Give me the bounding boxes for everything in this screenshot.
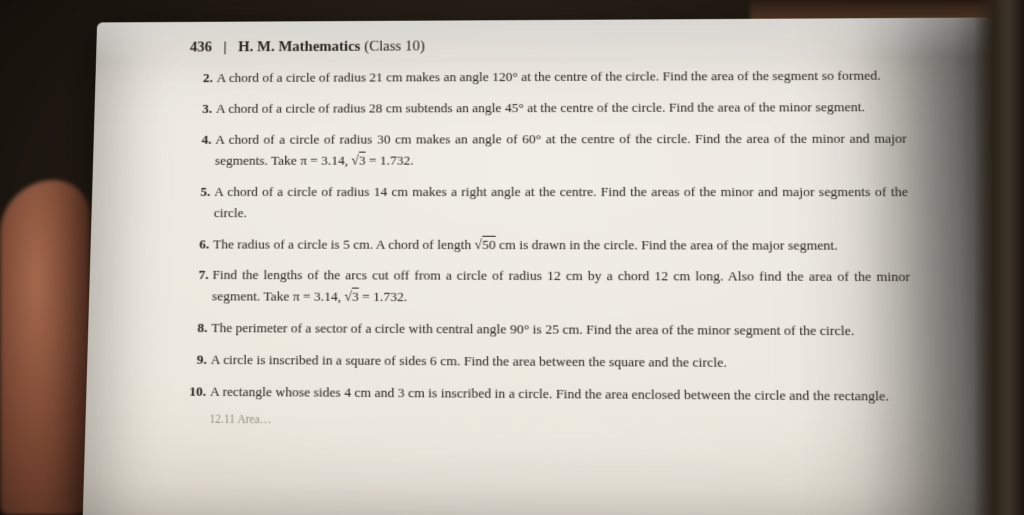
problem-text: A circle is inscribed in a square of sid… [211,352,727,370]
page-content: 436 | H. M. Mathematics (Class 10) 2. A … [181,36,913,431]
problem-item: 2. A chord of a circle of radius 21 cm m… [189,65,905,89]
problem-number: 10. [182,381,206,403]
problem-number: 8. [183,318,207,340]
problem-text: A rectangle whose sides 4 cm and 3 cm is… [210,384,889,404]
thumb-left [0,180,90,515]
problem-text: Find the lengths of the arcs cut off fro… [212,267,910,304]
book-page: 436 | H. M. Mathematics (Class 10) 2. A … [83,18,1012,515]
problem-number: 7. [184,265,208,286]
problem-list: 2. A chord of a circle of radius 21 cm m… [182,65,913,408]
problem-item: 8. The perimeter of a sector of a circle… [183,318,911,343]
problem-number: 5. [186,182,210,203]
page-number: 436 [190,40,212,56]
problem-number: 9. [182,350,206,372]
problem-number: 3. [188,99,212,120]
problem-text: A chord of a circle of radius 21 cm make… [217,68,881,85]
problem-text: A chord of a circle of radius 30 cm make… [215,130,907,167]
problem-item: 5. A chord of a circle of radius 14 cm m… [186,181,909,224]
problem-number: 2. [189,68,213,89]
problem-text: A chord of a circle of radius 14 cm make… [214,183,908,219]
header-separator: | [223,39,227,55]
problem-item: 4. A chord of a circle of radius 30 cm m… [187,128,907,171]
book-title: H. M. Mathematics [238,39,360,55]
problem-text: The radius of a circle is 5 cm. A chord … [213,236,838,252]
cutoff-line: 12.11 Area… [181,413,913,431]
book-right-edge [974,0,1024,515]
problem-number: 4. [188,130,212,151]
problem-item: 7. Find the lengths of the arcs cut off … [184,265,911,310]
problem-text: A chord of a circle of radius 28 cm subt… [216,99,865,116]
problem-item: 9. A circle is inscribed in a square of … [182,350,912,376]
problem-item: 3. A chord of a circle of radius 28 cm s… [188,97,906,120]
running-header: 436 | H. M. Mathematics (Class 10) [190,36,905,56]
problem-item: 10. A rectangle whose sides 4 cm and 3 c… [182,381,913,408]
problem-number: 6. [185,234,209,255]
photo-scene: 436 | H. M. Mathematics (Class 10) 2. A … [0,0,1024,515]
problem-item: 6. The radius of a circle is 5 cm. A cho… [185,234,909,257]
class-label: (Class 10) [364,38,425,54]
problem-text: The perimeter of a sector of a circle wi… [211,320,854,338]
